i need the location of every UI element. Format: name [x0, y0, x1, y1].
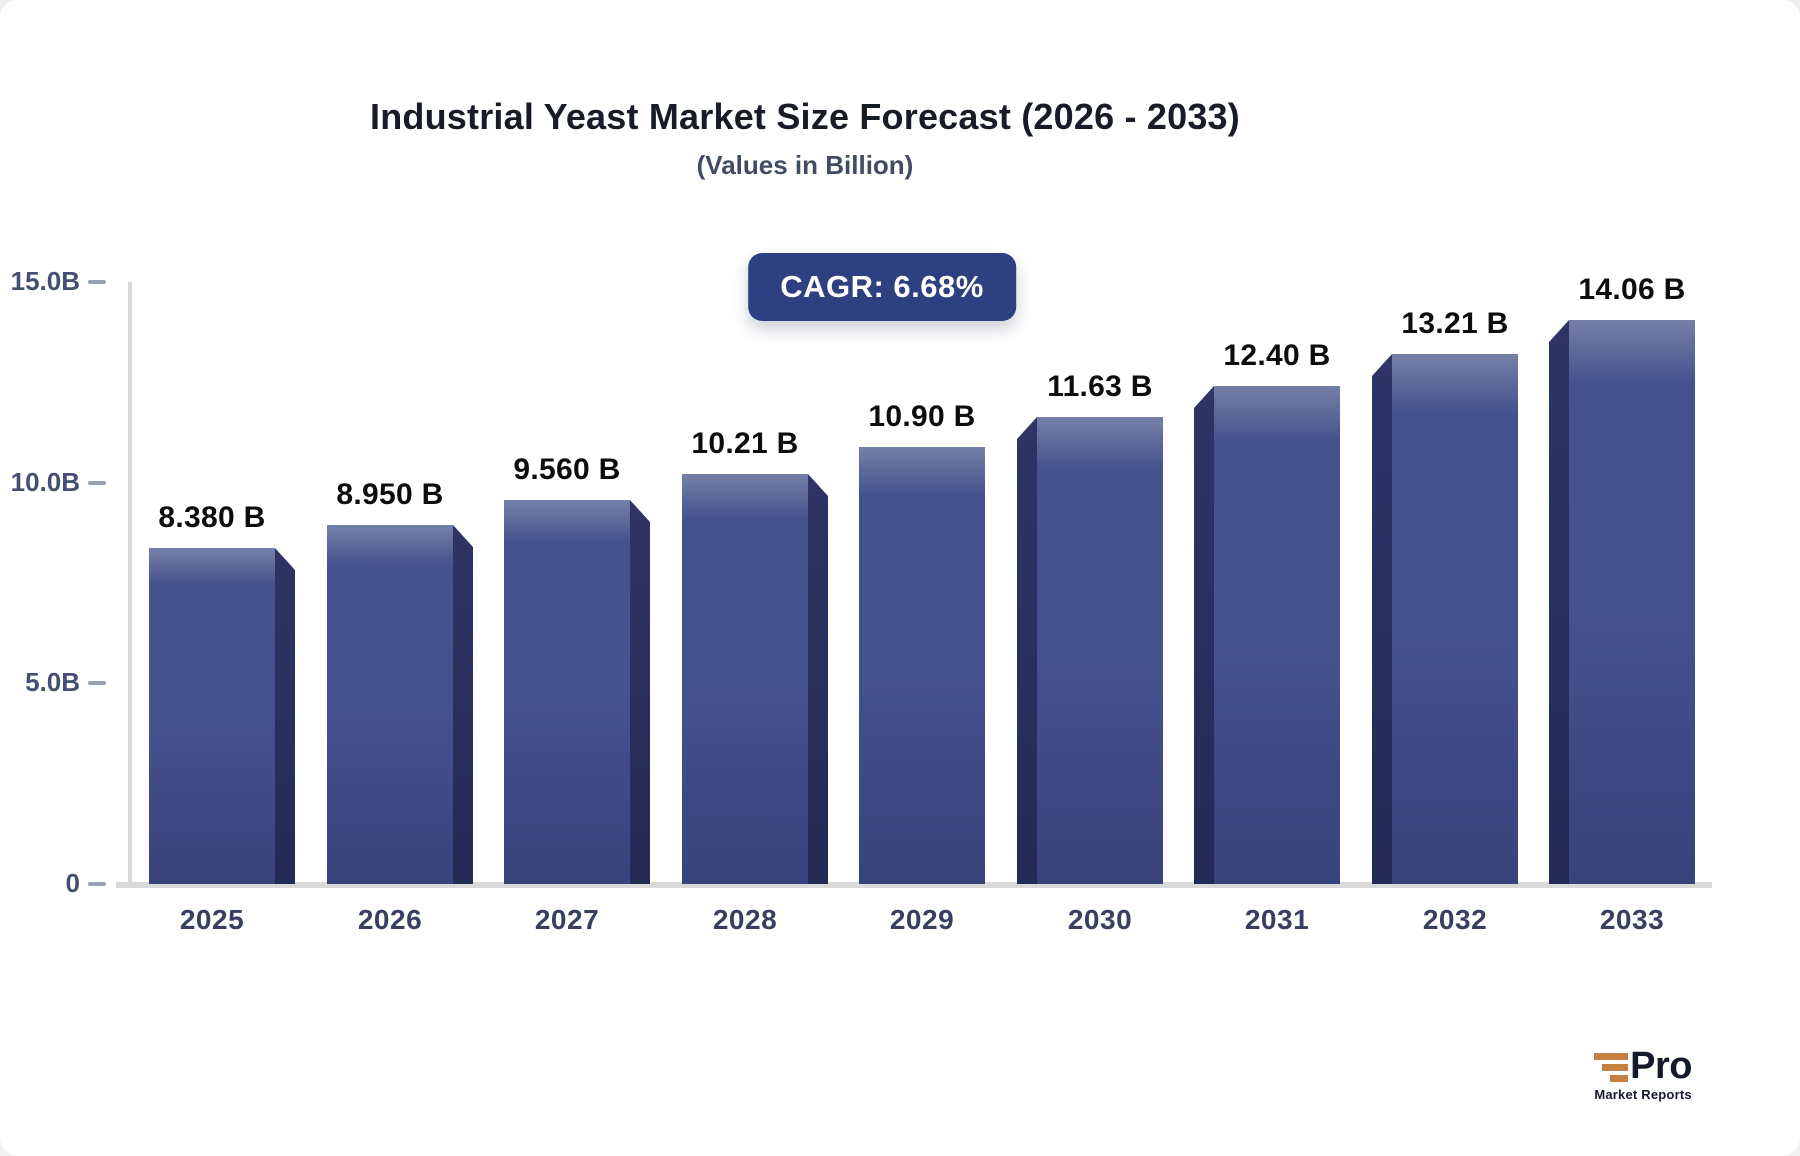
bar-2032	[1372, 354, 1518, 884]
bar-value-label: 14.06 B	[1578, 273, 1686, 306]
bar-side-face	[630, 500, 650, 884]
y-tick-label: 5.0B	[25, 667, 80, 698]
bar-front-face	[504, 500, 630, 884]
bar-value-label: 11.63 B	[1047, 370, 1153, 403]
x-tick-label: 2033	[1599, 904, 1665, 935]
x-tick-label: 2028	[712, 904, 778, 935]
bar-front-face	[149, 548, 275, 884]
bar-front-face	[1392, 354, 1518, 884]
x-tick-label: 2025	[179, 904, 245, 935]
y-tick-mark	[88, 681, 106, 686]
bar-side-face	[1194, 386, 1214, 884]
y-tick-label: 15.0B	[10, 266, 80, 297]
bar-2031	[1194, 386, 1340, 884]
bar-value-label: 8.380 B	[158, 501, 266, 534]
bar-side-face	[275, 548, 295, 884]
bar-value-label: 12.40 B	[1223, 339, 1331, 372]
logo-stripe	[1602, 1063, 1629, 1071]
y-axis-line	[128, 282, 132, 888]
bar-value-label: 10.90 B	[868, 400, 976, 433]
bar-value-label: 13.21 B	[1401, 307, 1509, 340]
x-tick-label: 2032	[1422, 904, 1488, 935]
logo-stripes-icon	[1594, 1052, 1629, 1082]
y-tick-mark	[88, 480, 106, 485]
bar-value-label: 9.560 B	[513, 453, 621, 486]
y-tick-mark	[88, 280, 106, 285]
bar-front-face	[1037, 417, 1163, 884]
cagr-badge: CAGR: 6.68%	[748, 253, 1016, 321]
bar-value-label: 10.21 B	[691, 427, 799, 460]
bar-front-face	[1214, 386, 1340, 884]
logo-stripe	[1610, 1074, 1629, 1082]
bar-side-face	[453, 525, 473, 884]
chart-title: Industrial Yeast Market Size Forecast (2…	[370, 96, 1240, 137]
bar-2025	[149, 548, 295, 884]
bar-2033	[1549, 320, 1695, 884]
logo-text: Pro	[1630, 1044, 1692, 1087]
bar-2030	[1017, 417, 1163, 884]
logo-stripe	[1594, 1052, 1629, 1060]
pro-market-reports-logo: Pro Market Reports	[1594, 1044, 1692, 1102]
bar-side-face	[1372, 354, 1392, 884]
x-tick-label: 2026	[357, 904, 423, 935]
y-tick-label: 0	[65, 868, 80, 898]
bar-front-face	[859, 447, 985, 884]
y-tick-label: 10.0B	[10, 466, 80, 497]
bar-front-face	[682, 474, 808, 884]
bar-side-face	[1549, 320, 1569, 884]
bar-2026	[327, 525, 473, 884]
y-tick-mark	[88, 882, 106, 886]
x-tick-label: 2027	[534, 904, 600, 935]
x-tick-label: 2031	[1244, 904, 1310, 935]
x-axis-baseline	[116, 882, 1712, 888]
bar-front-face	[327, 525, 453, 884]
bar-side-face	[1017, 417, 1037, 884]
bar-side-face	[808, 474, 828, 884]
bar-2028	[682, 474, 828, 884]
logo-row: Pro	[1594, 1044, 1692, 1087]
bar-2029	[859, 447, 985, 884]
logo-subtext: Market Reports	[1594, 1087, 1692, 1102]
chart-subtitle: (Values in Billion)	[696, 150, 914, 180]
x-tick-label: 2029	[889, 904, 955, 935]
bar-front-face	[1569, 320, 1695, 884]
bar-2027	[504, 500, 650, 884]
bar-value-label: 8.950 B	[336, 478, 444, 511]
x-tick-label: 2030	[1067, 904, 1133, 935]
